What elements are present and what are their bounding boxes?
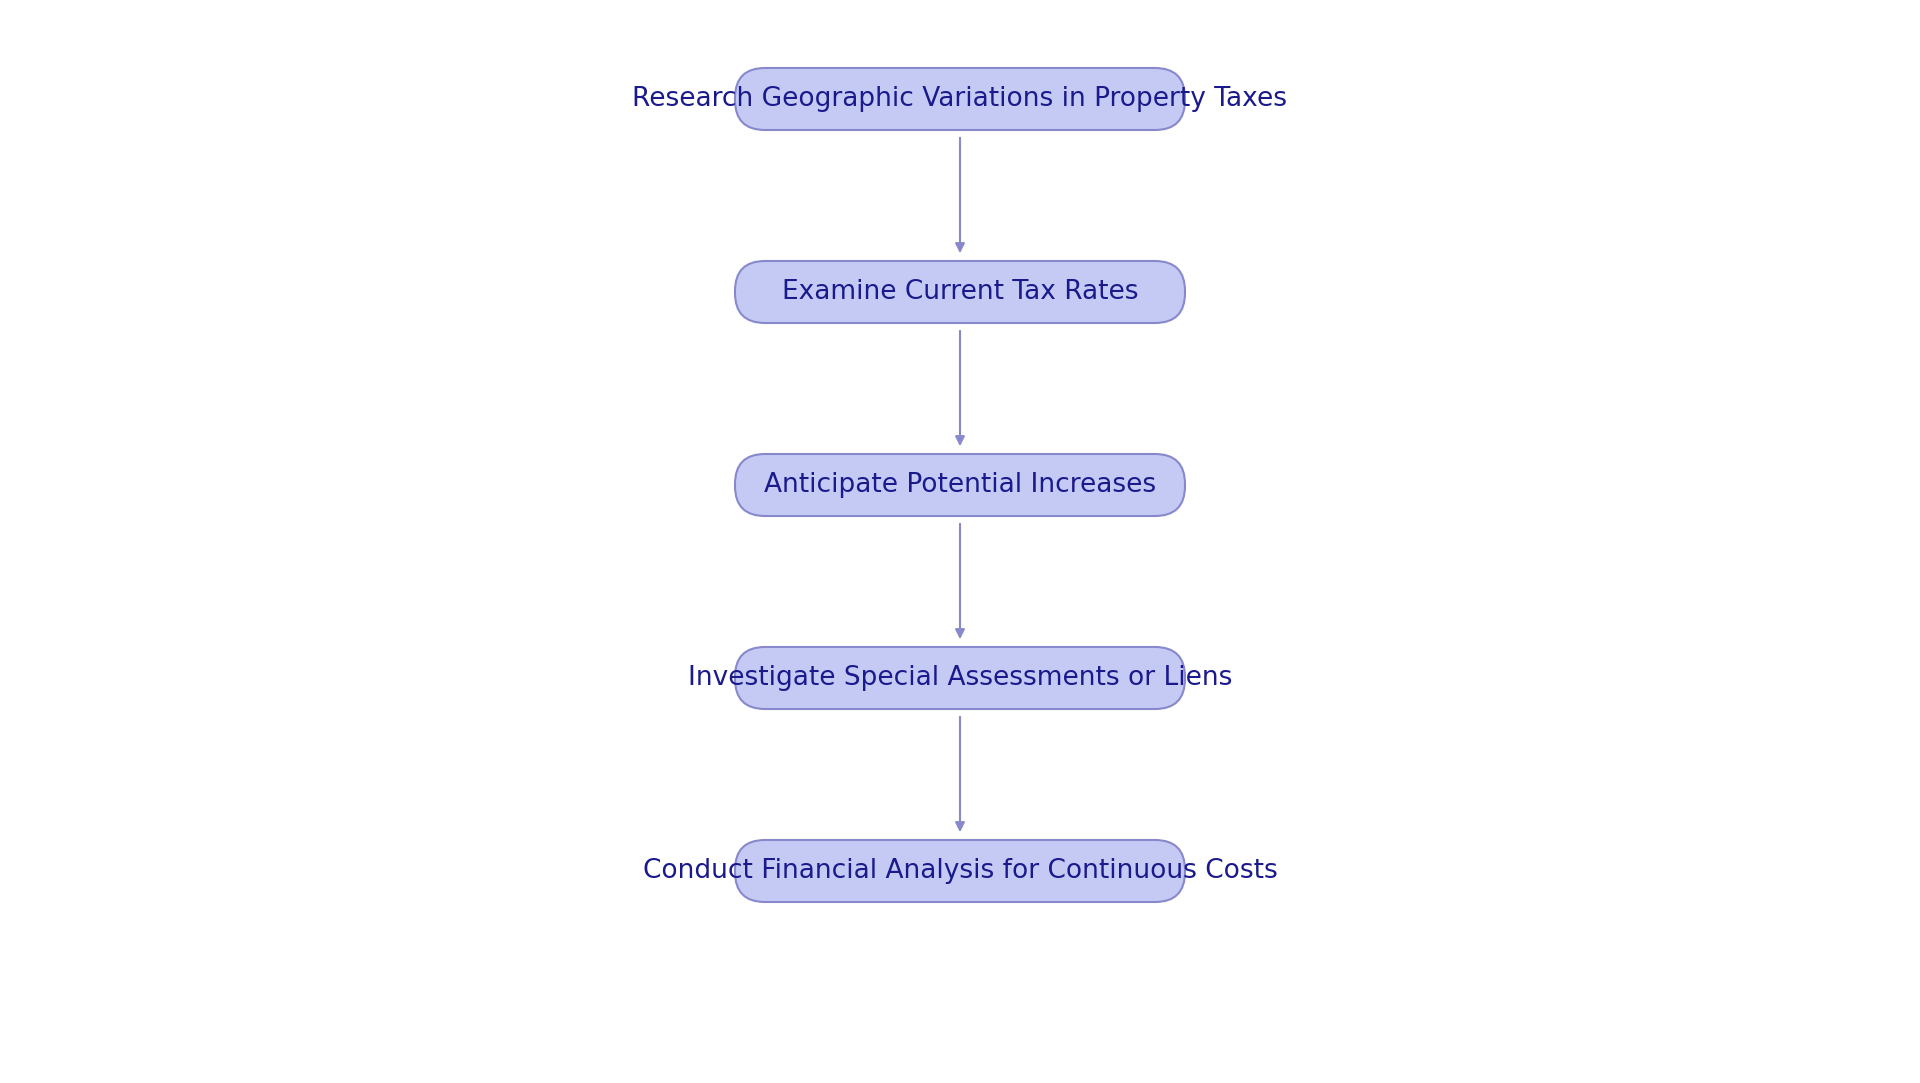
Text: Investigate Special Assessments or Liens: Investigate Special Assessments or Liens [687, 665, 1233, 691]
FancyBboxPatch shape [735, 840, 1185, 902]
FancyBboxPatch shape [735, 647, 1185, 709]
FancyBboxPatch shape [735, 454, 1185, 516]
Text: Anticipate Potential Increases: Anticipate Potential Increases [764, 472, 1156, 498]
FancyBboxPatch shape [735, 261, 1185, 323]
Text: Conduct Financial Analysis for Continuous Costs: Conduct Financial Analysis for Continuou… [643, 858, 1277, 884]
FancyBboxPatch shape [735, 68, 1185, 130]
Text: Examine Current Tax Rates: Examine Current Tax Rates [781, 279, 1139, 305]
Text: Research Geographic Variations in Property Taxes: Research Geographic Variations in Proper… [632, 86, 1288, 112]
